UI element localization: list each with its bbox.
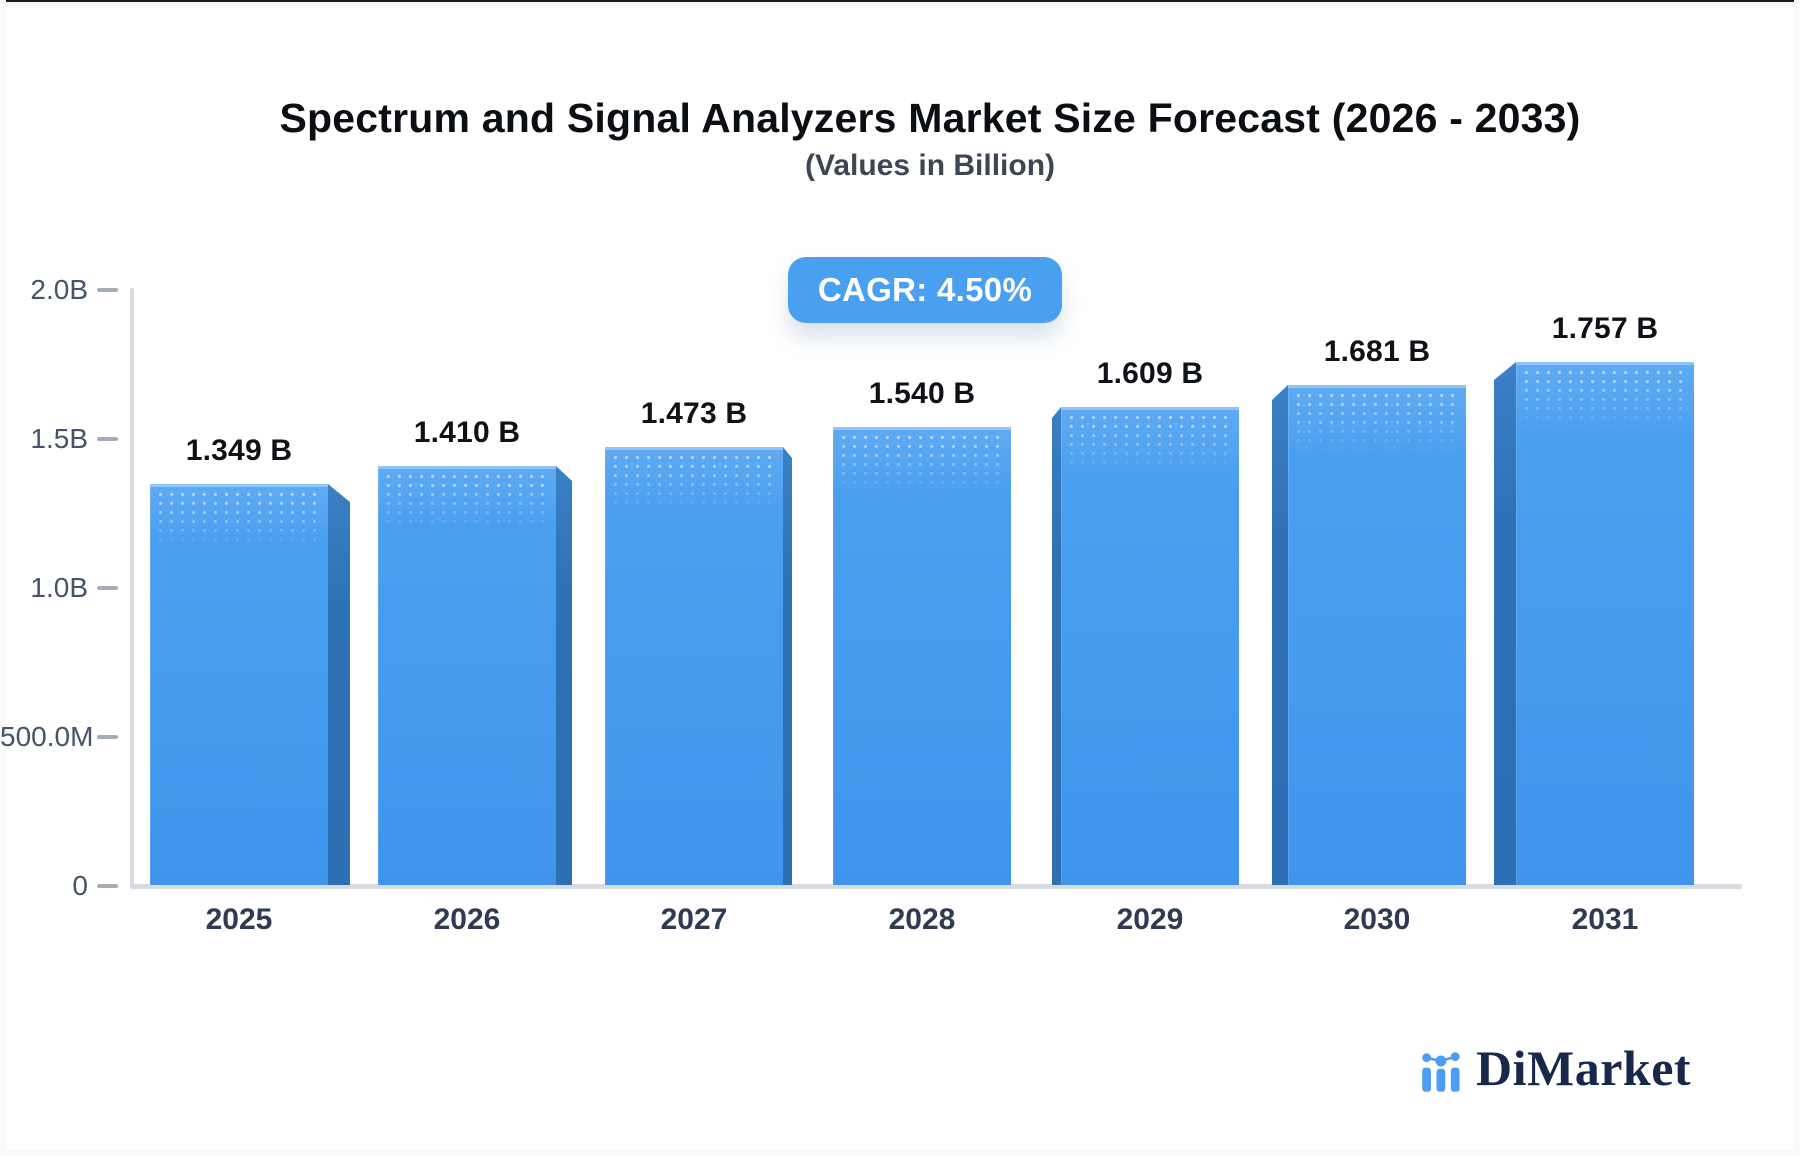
- bar-value-label: 1.609 B: [1096, 357, 1204, 390]
- bar-side-2026: [556, 466, 572, 885]
- bar-texture-dots: [383, 472, 551, 534]
- y-tick-dash: [97, 586, 118, 590]
- y-tick-dash: [97, 437, 118, 441]
- left-edge-strip: [0, 0, 6, 1156]
- top-border-line: [0, 0, 1800, 2]
- top-edge-strip: [0, 2, 1800, 8]
- x-axis-line: [130, 884, 1742, 889]
- bar-side-2029: [1052, 407, 1061, 885]
- right-edge-strip: [1794, 0, 1800, 1156]
- bar-value-label: 1.349 B: [185, 434, 293, 467]
- bar-side-2027: [783, 447, 792, 885]
- y-tick-dash: [97, 735, 118, 739]
- x-category-label: 2027: [660, 903, 728, 936]
- bar-value-label: 1.473 B: [640, 397, 748, 430]
- bar-texture-dots: [1066, 413, 1234, 475]
- bar-side-2031: [1494, 362, 1516, 885]
- cagr-badge: CAGR: 4.50%: [788, 257, 1062, 323]
- bar-side-2025: [328, 484, 350, 885]
- y-tick-dash: [97, 884, 118, 888]
- x-category-label: 2030: [1343, 903, 1411, 936]
- bar-2031: [1516, 362, 1694, 885]
- y-tick-label: 2.0B: [30, 274, 88, 305]
- bar-texture-dots: [838, 433, 1006, 495]
- bar-value-label: 1.410 B: [413, 416, 521, 449]
- chart-title: Spectrum and Signal Analyzers Market Siz…: [279, 95, 1581, 141]
- bar-2028: [833, 427, 1011, 885]
- bar-texture-dots: [1293, 391, 1461, 453]
- y-tick-label: 500.0M: [0, 721, 94, 752]
- bar-texture-dots: [610, 453, 778, 515]
- y-tick-label: 0: [72, 870, 88, 901]
- bar-2029: [1061, 407, 1239, 885]
- bar-texture-dots: [1521, 368, 1689, 430]
- logo: DiMarket: [1420, 1040, 1692, 1096]
- mini-bar-chart-icon: [1422, 1052, 1460, 1092]
- y-axis-line: [130, 288, 134, 888]
- bar-2027: [605, 447, 783, 885]
- bar-texture-dots: [155, 490, 323, 552]
- logo-text: DiMarket: [1476, 1040, 1692, 1096]
- bottom-edge-strip: [0, 1150, 1800, 1156]
- bar-2030: [1288, 385, 1466, 885]
- bar-2026: [378, 466, 556, 885]
- bar-2025: [150, 484, 328, 885]
- bar-side-2030: [1272, 385, 1288, 885]
- x-category-label: 2031: [1571, 903, 1639, 936]
- x-category-label: 2029: [1116, 903, 1184, 936]
- y-tick-label: 1.0B: [30, 572, 88, 603]
- x-category-label: 2026: [433, 903, 501, 936]
- bar-value-label: 1.540 B: [868, 377, 976, 410]
- x-category-label: 2028: [888, 903, 956, 936]
- bar-value-label: 1.681 B: [1323, 335, 1431, 368]
- y-tick-dash: [97, 288, 118, 292]
- bar-value-label: 1.757 B: [1551, 312, 1659, 345]
- x-category-label: 2025: [205, 903, 273, 936]
- y-tick-label: 1.5B: [30, 423, 88, 454]
- chart-subtitle: (Values in Billion): [804, 149, 1056, 182]
